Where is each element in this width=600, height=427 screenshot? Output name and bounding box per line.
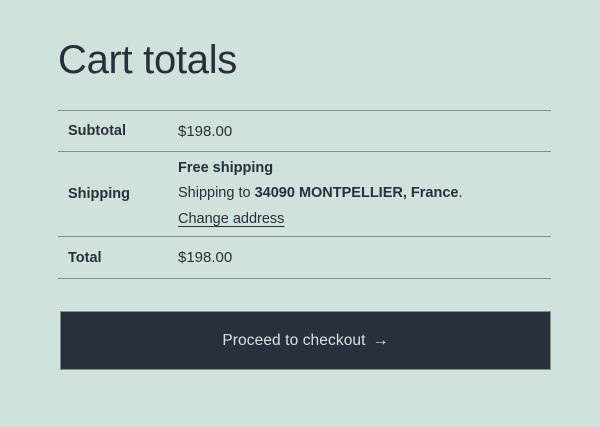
shipping-details: Free shipping Shipping to 34090 MONTPELL… bbox=[178, 152, 551, 237]
shipping-lines: Free shipping Shipping to 34090 MONTPELL… bbox=[178, 156, 551, 232]
shipping-method: Free shipping bbox=[178, 160, 274, 176]
subtotal-value: $198.00 bbox=[178, 122, 233, 140]
total-value: $198.00 bbox=[178, 249, 233, 266]
table-row-total: Total $198.00 bbox=[58, 236, 551, 279]
cart-totals-panel: Cart totals Subtotal $198.00 Shipping Fr… bbox=[58, 0, 551, 279]
arrow-right-icon: → bbox=[372, 332, 389, 349]
table-row-shipping: Shipping Free shipping Shipping to 34090… bbox=[58, 151, 551, 237]
shipping-destination: Shipping to 34090 MONTPELLIER, France. bbox=[178, 181, 551, 206]
table-row-subtotal: Subtotal $198.00 bbox=[58, 110, 551, 152]
cart-totals-table: Subtotal $198.00 Shipping Free shipping … bbox=[58, 110, 551, 279]
total-label: Total bbox=[68, 249, 102, 266]
shipping-destination-address: 34090 MONTPELLIER, France bbox=[254, 185, 459, 201]
page-title: Cart totals bbox=[58, 38, 237, 82]
proceed-to-checkout-label: Proceed to checkout bbox=[222, 332, 366, 349]
change-address-link[interactable]: Change address bbox=[178, 211, 285, 227]
checkout-button-wrapper: Proceed to checkout → bbox=[60, 311, 551, 370]
subtotal-label: Subtotal bbox=[68, 123, 126, 139]
shipping-label: Shipping bbox=[68, 186, 131, 202]
shipping-destination-suffix: . bbox=[458, 185, 463, 201]
proceed-to-checkout-button[interactable]: Proceed to checkout → bbox=[60, 311, 551, 370]
shipping-destination-prefix: Shipping to bbox=[178, 185, 255, 201]
